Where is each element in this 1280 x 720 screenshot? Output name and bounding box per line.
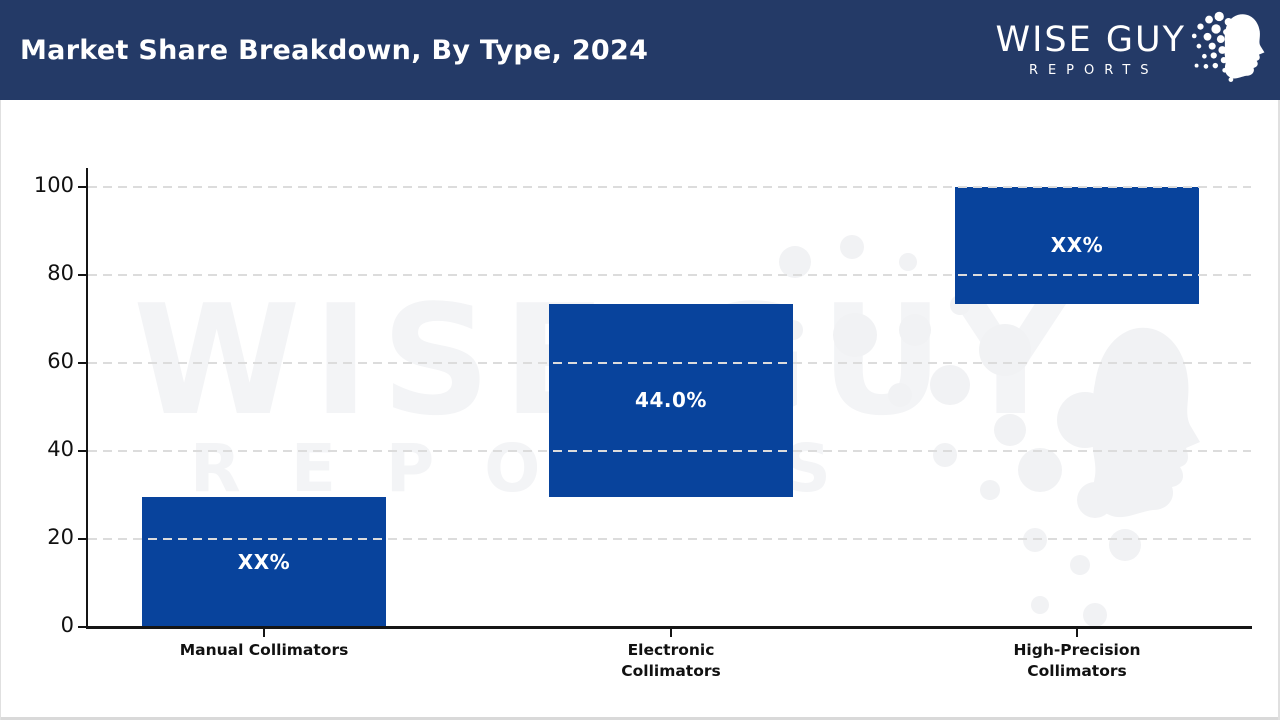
logo-subtitle: REPORTS <box>1028 63 1159 78</box>
logo-text: WISE GUY REPORTS <box>995 20 1186 78</box>
gridline-y40 <box>88 450 1251 452</box>
y-tick-mark <box>78 362 86 364</box>
right-border <box>1278 100 1280 720</box>
y-tick-mark <box>78 538 86 540</box>
y-tick-label: 0 <box>60 613 74 637</box>
bar-1: XX% <box>142 497 386 627</box>
y-tick-label: 20 <box>47 525 74 549</box>
bar-value-label: XX% <box>1050 233 1104 258</box>
x-tick-label: Electronic Collimators <box>621 641 721 680</box>
x-axis-line <box>86 626 1252 629</box>
y-tick-label: 60 <box>47 349 74 373</box>
y-tick-label: 80 <box>47 261 74 285</box>
y-tick-label: 100 <box>33 173 74 197</box>
logo-wordmark: WISE GUY <box>995 20 1186 60</box>
left-border <box>0 100 1 720</box>
bar-2: 44.0% <box>549 303 793 498</box>
bar-value-label: 44.0% <box>635 388 707 413</box>
bar-value-label: XX% <box>237 550 291 575</box>
header-bar: Market Share Breakdown, By Type, 2024 WI… <box>0 0 1280 100</box>
gridline-y60 <box>88 362 1251 364</box>
watermark-dotted-face <box>779 235 1200 627</box>
gridline-y20 <box>88 538 1251 540</box>
y-axis-line <box>86 168 88 629</box>
x-tick-mark <box>263 629 265 637</box>
page-title: Market Share Breakdown, By Type, 2024 <box>20 34 649 66</box>
gridline-y80 <box>88 274 1251 276</box>
x-tick-label: Manual Collimators <box>179 641 349 659</box>
x-tick-mark <box>1076 629 1078 637</box>
dotted-face-icon <box>1191 11 1265 82</box>
y-tick-label: 40 <box>47 437 74 461</box>
y-tick-mark <box>78 626 86 628</box>
x-tick-mark <box>670 629 672 637</box>
gridline-y100 <box>88 186 1251 188</box>
y-tick-mark <box>78 274 86 276</box>
y-tick-mark <box>78 186 86 188</box>
y-tick-mark <box>78 450 86 452</box>
bar-3: XX% <box>955 187 1199 304</box>
wiseguy-logo: WISE GUY REPORTS <box>995 6 1266 94</box>
bottom-border <box>0 717 1280 720</box>
x-tick-label: High-Precision Collimators <box>1013 641 1141 680</box>
